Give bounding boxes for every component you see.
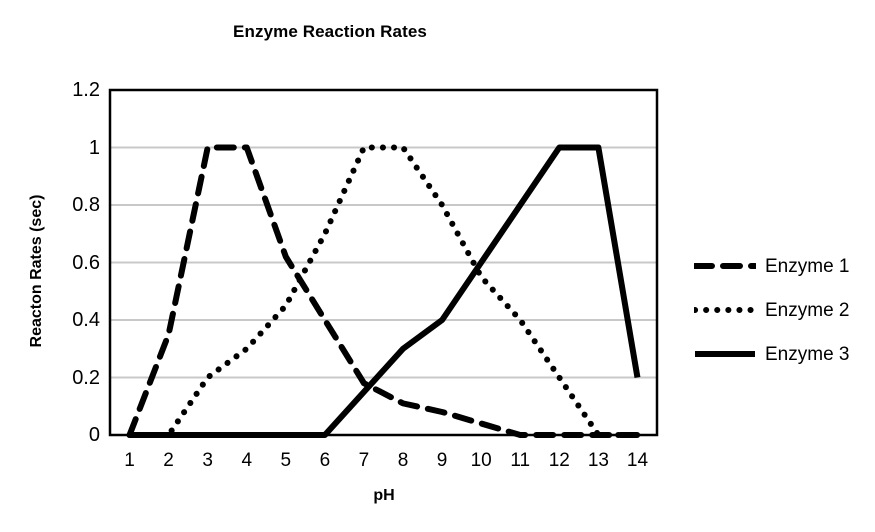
x-tick-label: 1 <box>124 450 135 471</box>
y-tick-label: 0.8 <box>72 194 100 216</box>
legend-item-3[interactable]: Enzyme 3 <box>694 332 849 376</box>
legend-label: Enzyme 1 <box>765 255 850 277</box>
x-tick-label: 4 <box>241 450 253 471</box>
y-tick-label: 0.2 <box>72 366 100 389</box>
x-tick-label: 7 <box>358 450 370 471</box>
legend-swatch-icon <box>694 257 756 275</box>
plot-frame <box>108 88 659 437</box>
x-axis-title: pH <box>373 487 395 504</box>
legend-label: Enzyme 2 <box>765 299 850 321</box>
y-tick-label: 1.2 <box>72 79 100 101</box>
x-tick-label: 10 <box>470 450 492 471</box>
x-tick-label: 6 <box>319 450 331 471</box>
y-tick-label: 0.4 <box>72 309 100 331</box>
series-line-1 <box>126 144 641 438</box>
x-tick-label: 2 <box>163 450 174 471</box>
chart-title: Enzyme Reaction Rates <box>233 22 427 41</box>
y-tick-label: 0.6 <box>72 251 100 274</box>
legend-swatch-icon <box>694 345 756 363</box>
x-tick-label: 9 <box>436 450 448 471</box>
y-tick-label: 0 <box>88 424 100 446</box>
legend-item-1[interactable]: Enzyme 1 <box>694 244 849 288</box>
x-tick-label: 11 <box>510 450 531 471</box>
legend-swatch-icon <box>694 301 756 319</box>
chart-legend: Enzyme 1 Enzyme 2 Enzyme 3 <box>694 244 849 376</box>
series-line-2 <box>126 144 641 438</box>
x-tick-label: 5 <box>280 450 292 471</box>
x-tick-label: 8 <box>397 450 409 471</box>
legend-label: Enzyme 3 <box>765 343 850 365</box>
legend-item-2[interactable]: Enzyme 2 <box>694 288 849 332</box>
y-axis-tick-labels: 0 0.2 0.4 0.6 0.8 1 1.2 <box>38 0 100 532</box>
x-tick-label: 3 <box>202 450 213 471</box>
x-tick-label: 13 <box>587 450 609 471</box>
x-tick-label: 14 <box>626 450 649 471</box>
y-tick-label: 1 <box>88 136 100 159</box>
x-tick-label: 12 <box>548 450 570 471</box>
series-line-3 <box>129 144 641 438</box>
